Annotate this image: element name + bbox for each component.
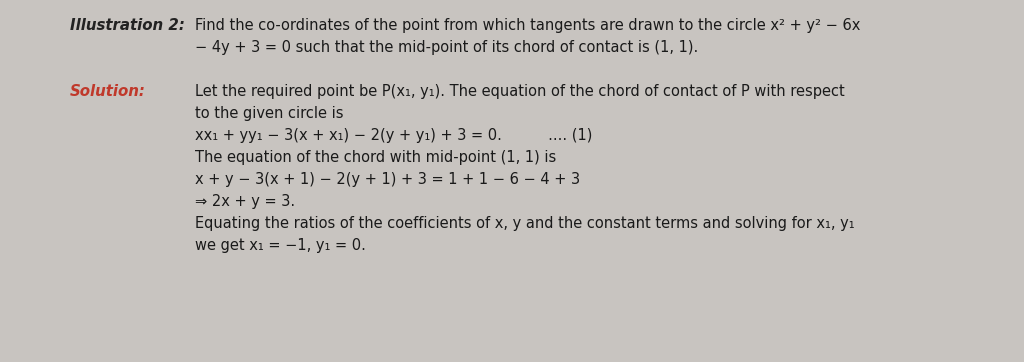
Text: we get x₁ = −1, y₁ = 0.: we get x₁ = −1, y₁ = 0.	[195, 238, 366, 253]
Text: Find the co-ordinates of the point from which tangents are drawn to the circle x: Find the co-ordinates of the point from …	[195, 18, 860, 33]
Text: Solution:: Solution:	[70, 84, 145, 99]
Text: Illustration 2:: Illustration 2:	[70, 18, 185, 33]
Text: ⇒ 2x + y = 3.: ⇒ 2x + y = 3.	[195, 194, 295, 209]
Text: The equation of the chord with mid-point (1, 1) is: The equation of the chord with mid-point…	[195, 150, 556, 165]
Text: x + y − 3(x + 1) − 2(y + 1) + 3 = 1 + 1 − 6 − 4 + 3: x + y − 3(x + 1) − 2(y + 1) + 3 = 1 + 1 …	[195, 172, 581, 187]
Text: − 4y + 3 = 0 such that the mid-point of its chord of contact is (1, 1).: − 4y + 3 = 0 such that the mid-point of …	[195, 40, 698, 55]
Text: xx₁ + yy₁ − 3(x + x₁) − 2(y + y₁) + 3 = 0.          .... (1): xx₁ + yy₁ − 3(x + x₁) − 2(y + y₁) + 3 = …	[195, 128, 592, 143]
Text: Equating the ratios of the coefficients of x, y and the constant terms and solvi: Equating the ratios of the coefficients …	[195, 216, 855, 231]
Text: to the given circle is: to the given circle is	[195, 106, 343, 121]
Text: Let the required point be P(x₁, y₁). The equation of the chord of contact of P w: Let the required point be P(x₁, y₁). The…	[195, 84, 845, 99]
